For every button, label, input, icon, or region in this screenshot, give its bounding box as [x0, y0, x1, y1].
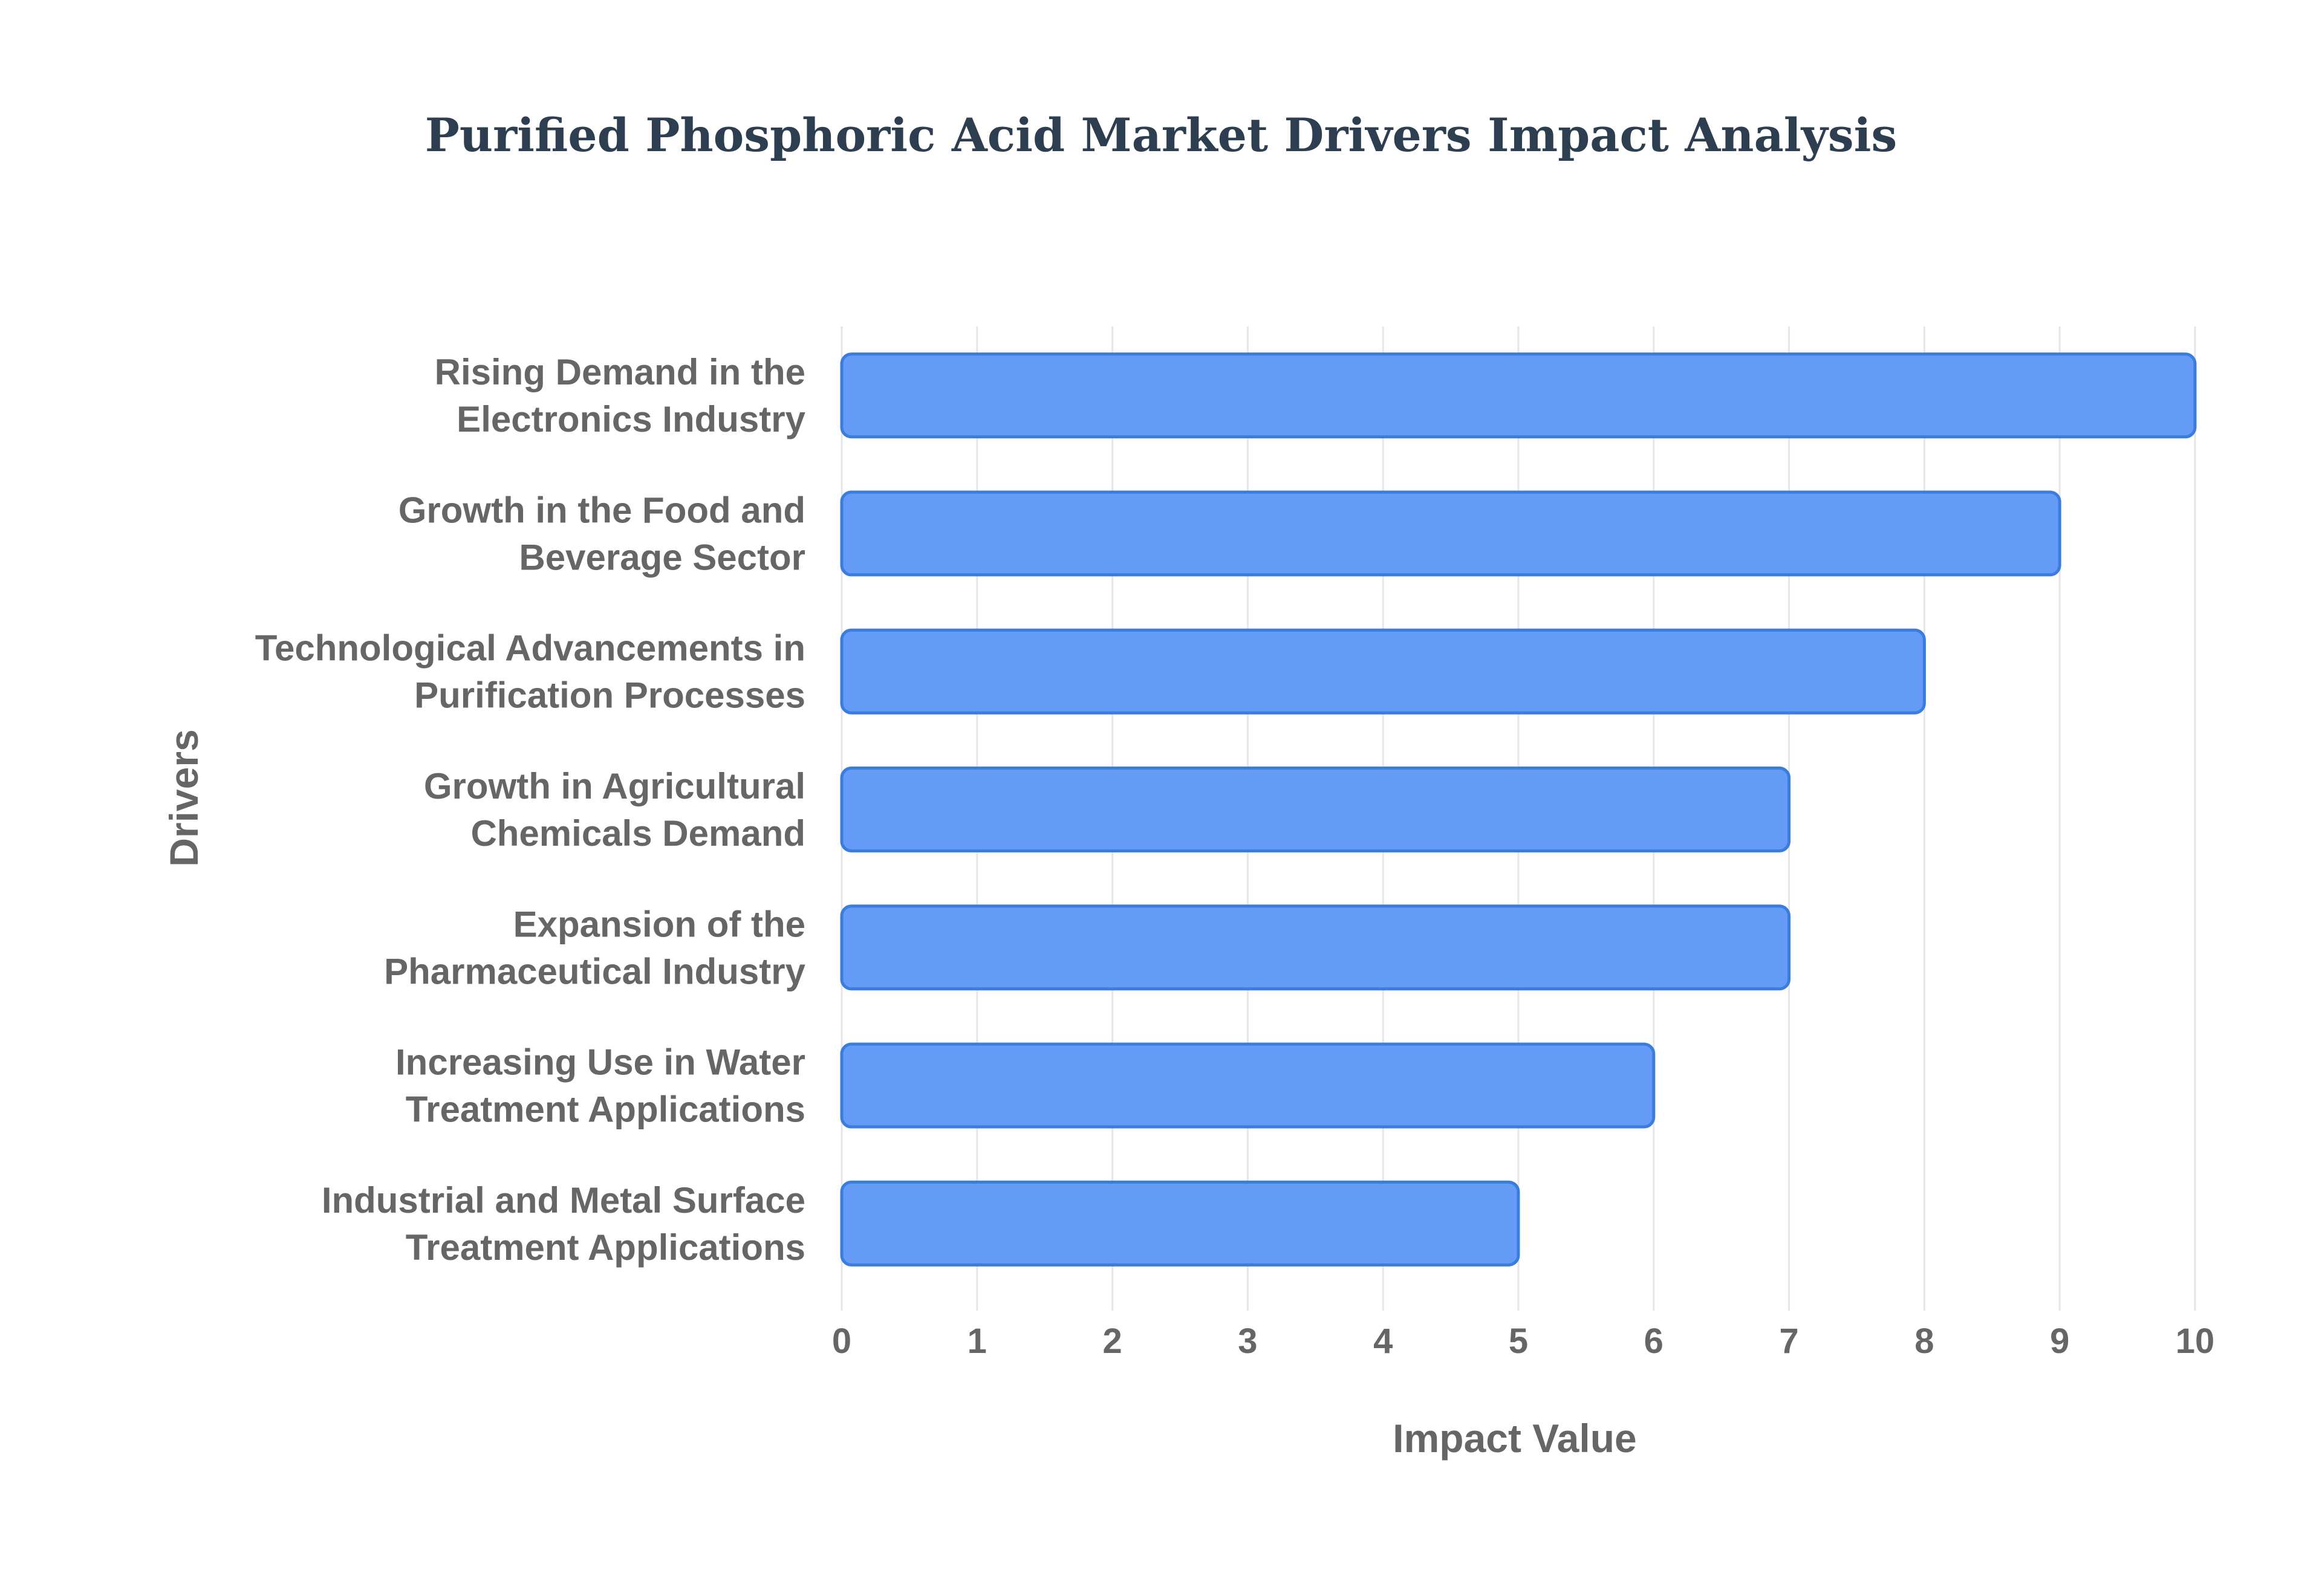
- category-label-line: Industrial and Metal Surface: [322, 1180, 805, 1221]
- x-tick-label: 1: [968, 1322, 987, 1361]
- category-labels: Rising Demand in the Electronics Industry…: [255, 352, 806, 1268]
- bar[interactable]: [840, 628, 1926, 715]
- category-label-line: Beverage Sector: [519, 537, 805, 577]
- x-tick-label: 0: [832, 1322, 851, 1361]
- x-tick-label: 8: [1914, 1322, 1934, 1361]
- bar[interactable]: [840, 352, 2197, 439]
- category-label: Growth in the Food and Beverage Sector: [398, 490, 805, 577]
- category-label: Increasing Use in Water Treatment Applica…: [395, 1042, 805, 1130]
- x-tick-label: 7: [1779, 1322, 1798, 1361]
- x-axis-title: Impact Value: [1393, 1416, 1637, 1461]
- bar[interactable]: [840, 904, 1791, 991]
- category-label-line: Rising Demand in the: [435, 352, 805, 392]
- x-tick-label: 5: [1509, 1322, 1528, 1361]
- x-tick-label: 2: [1102, 1322, 1122, 1361]
- y-axis-title: Drivers: [161, 729, 206, 867]
- category-label-line: Growth in Agricultural: [424, 766, 805, 806]
- category-label: Rising Demand in the Electronics Industry: [435, 352, 806, 440]
- x-tick-label: 10: [2176, 1322, 2215, 1361]
- x-tick-label: 9: [2050, 1322, 2069, 1361]
- category-label: Growth in Agricultural Chemicals Demand: [424, 766, 805, 854]
- category-label-line: Increasing Use in Water: [395, 1042, 805, 1083]
- x-axis-ticks: 0 1 2 3 4 5 6 7 8 9 10: [832, 1322, 2214, 1361]
- category-label-line: Chemicals Demand: [470, 813, 805, 854]
- category-label-line: Treatment Applications: [406, 1089, 805, 1130]
- bar[interactable]: [840, 1180, 1520, 1267]
- category-label-line: Electronics Industry: [457, 399, 805, 440]
- category-label-line: Expansion of the: [513, 904, 805, 944]
- category-label-line: Technological Advancements in: [255, 628, 805, 669]
- category-label: Technological Advancements in Purificatio…: [255, 628, 805, 716]
- category-label-line: Treatment Applications: [406, 1227, 805, 1268]
- bar[interactable]: [840, 490, 2061, 577]
- x-tick-label: 6: [1644, 1322, 1663, 1361]
- category-label: Expansion of the Pharmaceutical Industry: [384, 904, 806, 991]
- category-label-line: Pharmaceutical Industry: [384, 951, 806, 991]
- bars: [840, 352, 2197, 1267]
- bar[interactable]: [840, 767, 1791, 852]
- bar[interactable]: [840, 1042, 1656, 1129]
- category-label: Industrial and Metal Surface Treatment Ap…: [322, 1180, 805, 1268]
- x-tick-label: 4: [1373, 1322, 1393, 1361]
- x-tick-label: 3: [1238, 1322, 1257, 1361]
- category-label-line: Growth in the Food and: [398, 490, 805, 530]
- chart-title: Purified Phosphoric Acid Market Drivers …: [425, 108, 1898, 162]
- category-label-line: Purification Processes: [414, 675, 805, 716]
